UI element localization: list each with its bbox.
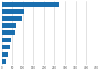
Bar [2,2,59,7]
Bar [2,38,11,42]
Bar [2,45,10,49]
Bar [2,52,8,57]
Bar [2,16,22,21]
Bar [2,9,24,14]
Bar [2,23,16,28]
Bar [2,59,6,64]
Bar [2,30,15,35]
